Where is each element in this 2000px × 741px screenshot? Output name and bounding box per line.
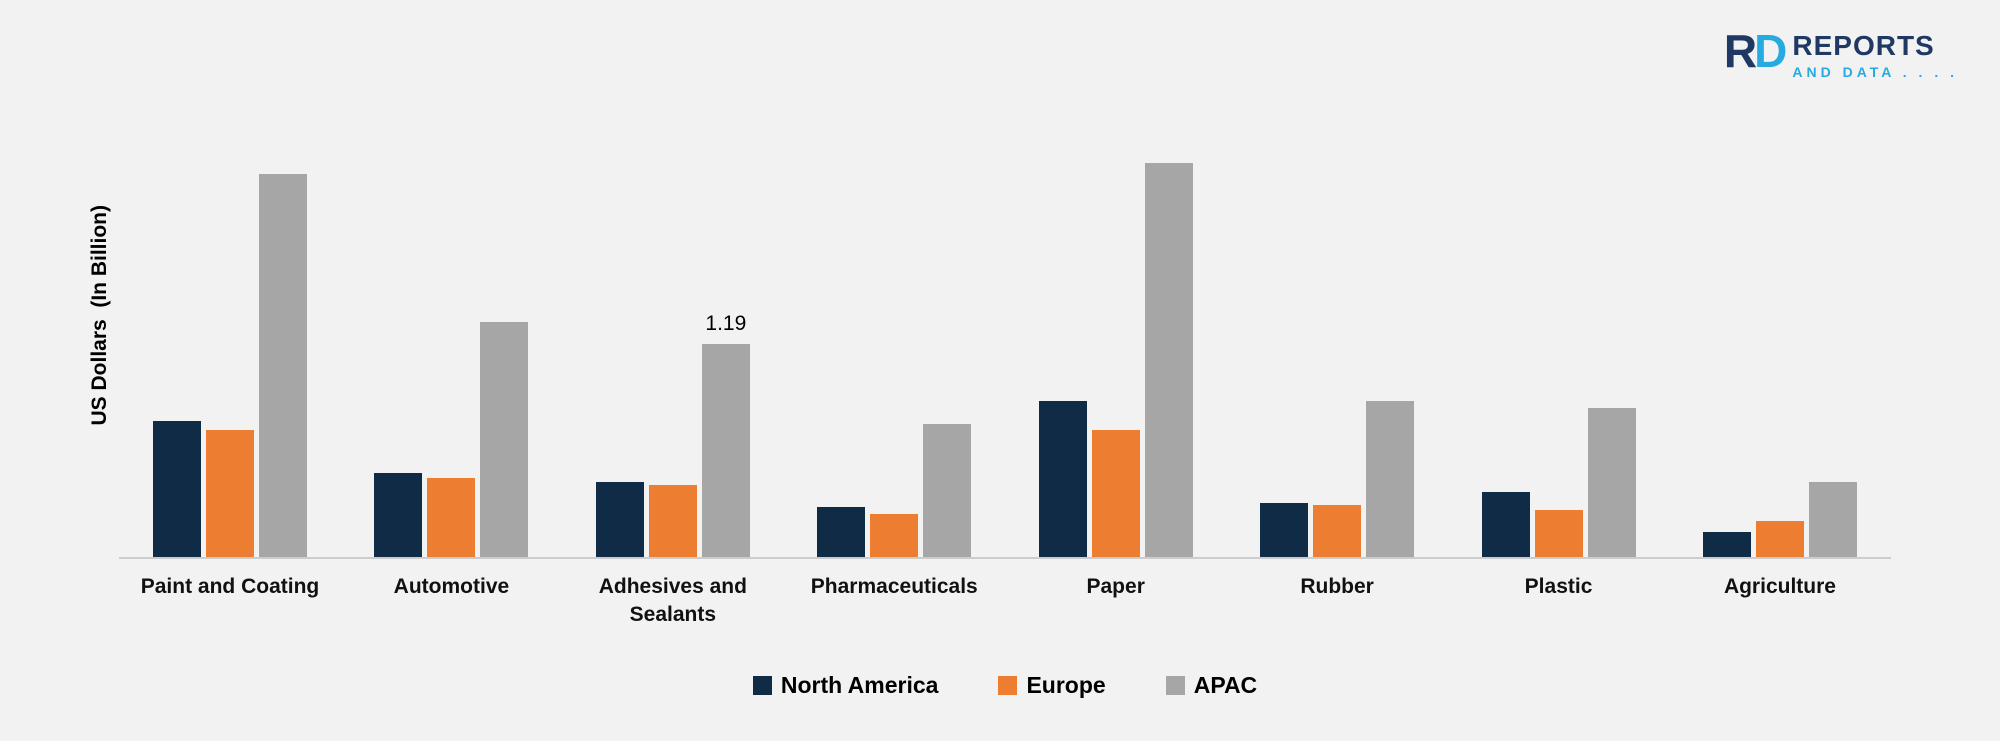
bars-adhesives-and-sealants: 1.19: [595, 127, 750, 557]
bar-north-america-paint-and-coating: [153, 421, 201, 557]
category-label-agriculture: Agriculture: [1723, 575, 1836, 598]
bars-pharmaceuticals: [817, 127, 972, 557]
bar-apac-pharmaceuticals: [923, 424, 972, 557]
logo-title: REPORTS: [1792, 30, 1935, 61]
bar-north-america-adhesives-and-sealants: [595, 482, 644, 557]
legend: North America Europe APAC: [125, 672, 1885, 699]
bar-europe-paper: [1091, 430, 1140, 557]
bar-europe-automotive: [427, 478, 476, 557]
legend-item-north-america: North America: [752, 671, 939, 699]
category-label-adhesives-and-sealants: Adhesives and Sealants: [598, 575, 747, 627]
bars-plastic: [1481, 127, 1636, 557]
category-label-paper: Paper: [1086, 575, 1145, 598]
bar-europe-adhesives-and-sealants: [648, 485, 697, 557]
bar-europe-pharmaceuticals: [870, 514, 919, 557]
bars-paper: [1038, 127, 1193, 557]
bar-north-america-plastic: [1481, 492, 1530, 557]
category-label-pharmaceuticals: Pharmaceuticals: [810, 575, 978, 598]
bar-north-america-rubber: [1260, 503, 1309, 557]
bars-paint-and-coating: [153, 127, 307, 557]
category-label-rubber: Rubber: [1300, 575, 1374, 598]
legend-label-apac: APAC: [1193, 671, 1258, 698]
logo-mark-d: D: [1754, 25, 1787, 77]
legend-label-europe: Europe: [1026, 671, 1106, 698]
bar-apac-automotive: [480, 322, 529, 557]
bar-value-label: 1.19: [705, 312, 747, 335]
bar-north-america-agriculture: [1702, 532, 1751, 557]
reports-and-data-logo-icon: R D: [1723, 25, 1787, 77]
category-group-rubber: Rubber: [1232, 127, 1442, 630]
grouped-bar-chart: Paint and Coating Automotive 1.19 Adhesives…: [119, 127, 1891, 699]
legend-swatch-europe: [998, 675, 1018, 695]
legend-item-europe: Europe: [998, 671, 1106, 699]
legend-item-apac: APAC: [1165, 671, 1258, 699]
x-axis-line: [119, 557, 1891, 559]
category-group-automotive: Automotive: [346, 127, 556, 630]
bar-apac-plastic: [1587, 408, 1636, 557]
category-group-plastic: Plastic: [1454, 127, 1664, 630]
logo-text: REPORTS AND DATA . . . .: [1792, 30, 1958, 81]
bars-agriculture: [1702, 127, 1857, 557]
logo-mark-r: R: [1723, 25, 1757, 77]
category-group-paint-and-coating: Paint and Coating: [125, 127, 335, 630]
category-group-agriculture: Agriculture: [1675, 127, 1885, 630]
bar-europe-paint-and-coating: [206, 430, 254, 557]
category-label-automotive: Automotive: [393, 575, 510, 598]
bar-north-america-automotive: [374, 473, 423, 557]
bar-apac-agriculture: [1808, 482, 1857, 557]
category-group-pharmaceuticals: Pharmaceuticals: [789, 127, 999, 630]
legend-swatch-apac: [1165, 675, 1185, 695]
category-group-adhesives-and-sealants: 1.19 Adhesives and Sealants: [568, 127, 778, 630]
bar-europe-agriculture: [1755, 521, 1804, 557]
legend-label-north-america: North America: [780, 671, 939, 698]
bar-europe-plastic: [1534, 510, 1583, 557]
category-label-plastic: Plastic: [1524, 575, 1593, 598]
legend-swatch-north-america: [752, 675, 772, 695]
bar-north-america-paper: [1038, 401, 1087, 557]
bar-apac-rubber: [1366, 401, 1415, 557]
reports-and-data-logo: R D REPORTS AND DATA . . . .: [1723, 25, 1958, 81]
category-label-paint-and-coating: Paint and Coating: [140, 575, 320, 598]
bar-apac-paint-and-coating: [259, 174, 307, 557]
y-axis-label: US Dollars (In Billion): [88, 205, 111, 426]
bar-apac-adhesives-and-sealants: 1.19: [701, 312, 750, 557]
bar-north-america-pharmaceuticals: [817, 507, 866, 557]
bar-apac-paper: [1144, 163, 1193, 557]
bar-europe-rubber: [1313, 505, 1362, 557]
category-group-paper: Paper: [1011, 127, 1221, 630]
logo-subtitle: AND DATA . . . .: [1792, 64, 1958, 80]
bars-automotive: [374, 127, 529, 557]
bars-rubber: [1260, 127, 1415, 557]
bar-groups: Paint and Coating Automotive 1.19 Adhesives…: [125, 127, 1885, 630]
